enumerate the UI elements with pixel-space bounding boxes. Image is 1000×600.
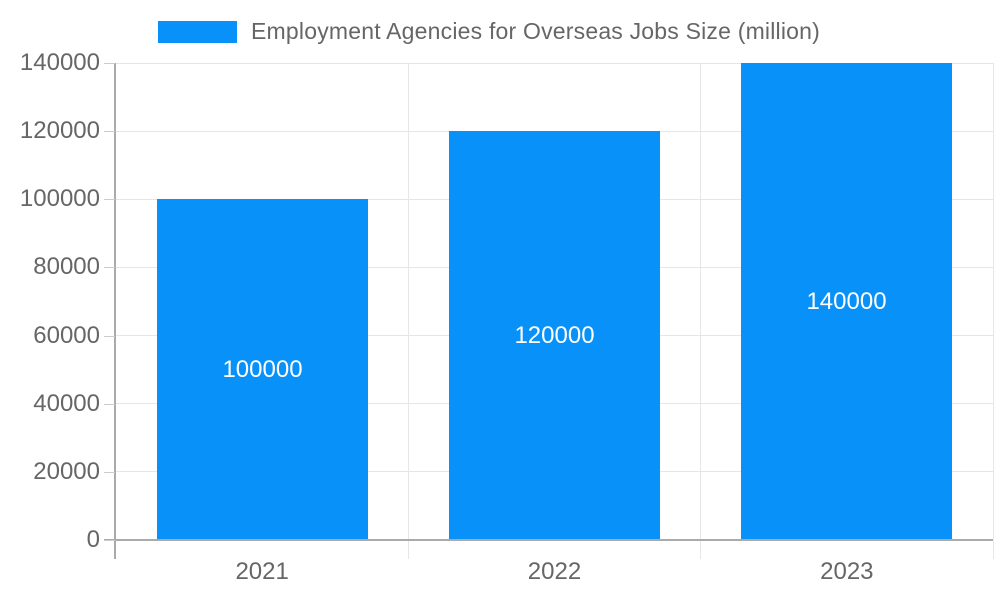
y-axis-tick-label: 60000 bbox=[33, 321, 100, 349]
y-tick bbox=[104, 267, 115, 269]
legend-label: Employment Agencies for Overseas Jobs Si… bbox=[251, 18, 821, 44]
category-separator bbox=[407, 63, 409, 540]
bar[interactable]: 120000 bbox=[449, 131, 660, 540]
y-axis-tick-label: 100000 bbox=[19, 185, 100, 213]
bar-value-label: 140000 bbox=[806, 287, 887, 315]
x-tick bbox=[992, 541, 994, 559]
bar-value-label: 120000 bbox=[514, 321, 595, 349]
legend[interactable]: Employment Agencies for Overseas Jobs Si… bbox=[158, 18, 820, 45]
y-tick bbox=[104, 540, 115, 541]
x-axis-tick-label: 2022 bbox=[527, 558, 582, 585]
y-tick bbox=[104, 131, 115, 133]
y-axis-line bbox=[114, 63, 116, 559]
y-axis-tick-label: 120000 bbox=[19, 117, 100, 145]
y-axis-tick-label: 20000 bbox=[33, 457, 100, 485]
legend-swatch bbox=[158, 20, 237, 43]
bar[interactable]: 140000 bbox=[741, 63, 952, 540]
category-separator bbox=[700, 63, 702, 540]
y-axis-tick-label: 80000 bbox=[33, 253, 100, 281]
y-tick bbox=[104, 63, 115, 64]
y-tick bbox=[104, 335, 115, 337]
y-tick bbox=[104, 403, 115, 405]
plot-area: 100000 120000 140000 bbox=[116, 62, 994, 540]
x-tick bbox=[700, 541, 702, 559]
y-axis-tick-label: 0 bbox=[86, 526, 100, 553]
gridline bbox=[116, 62, 993, 64]
x-axis-tick-label: 2021 bbox=[235, 558, 289, 585]
bar[interactable]: 100000 bbox=[157, 199, 368, 540]
y-axis-tick-label: 140000 bbox=[19, 49, 100, 76]
y-axis-tick-label: 40000 bbox=[33, 389, 100, 417]
x-axis-tick-label: 2023 bbox=[820, 558, 874, 585]
y-tick bbox=[104, 199, 115, 201]
bar-value-label: 100000 bbox=[222, 355, 303, 383]
category-separator bbox=[992, 63, 994, 540]
y-tick bbox=[104, 471, 115, 473]
x-tick bbox=[407, 541, 409, 559]
x-axis-line bbox=[104, 539, 993, 541]
